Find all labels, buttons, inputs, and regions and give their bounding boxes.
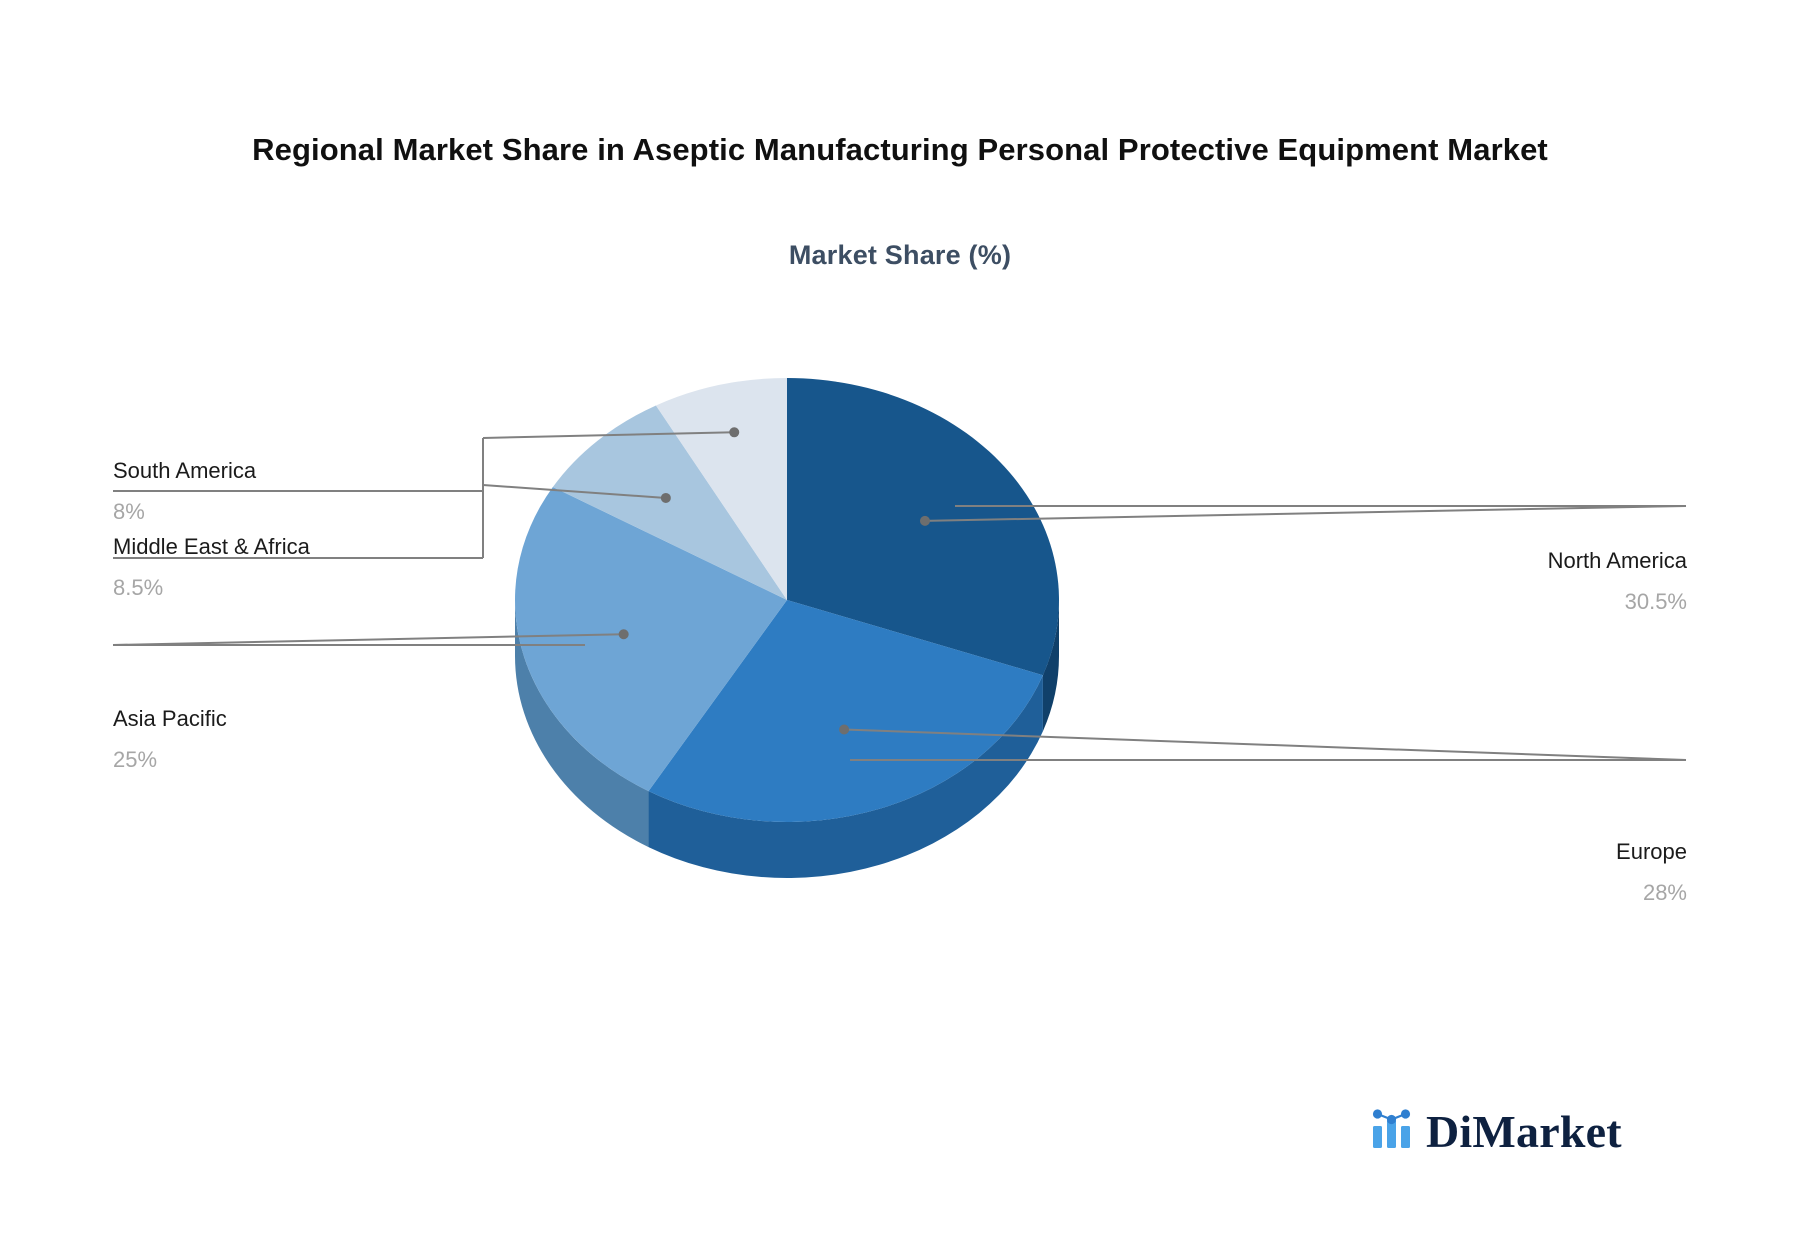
callout-asia-pacific[interactable]: Asia Pacific 25% [113, 705, 227, 773]
pie-slice-side-asia-pacific [515, 600, 649, 848]
bar-chart-icon [1370, 1108, 1414, 1155]
leader-middle-east-africa-dot [660, 492, 671, 503]
callout-north-america-name: North America [1547, 548, 1687, 573]
callout-south-america-value: 8% [113, 498, 145, 524]
logo-text: DiMarket [1426, 1105, 1622, 1157]
callout-middle-east-africa-value: 8.5% [113, 574, 164, 600]
leader-europe-dot [839, 724, 850, 735]
leader-asia-pacific [112, 629, 629, 646]
leader-north-america [919, 505, 1687, 526]
leader-line-segment [482, 484, 666, 499]
callout-south-america[interactable]: South America 8% [113, 457, 256, 525]
leader-south-america-dot [729, 427, 740, 438]
chart-title: Regional Market Share in Aseptic Manufac… [252, 132, 1548, 167]
callout-europe-name: Europe [1616, 839, 1687, 864]
leader-line-segment [112, 633, 624, 646]
callout-europe-value: 28% [1642, 879, 1687, 905]
leader-lines [112, 427, 1687, 761]
callout-asia-pacific-name: Asia Pacific [113, 706, 227, 731]
callout-middle-east-africa-name: Middle East & Africa [113, 534, 310, 559]
callout-middle-east-africa[interactable]: Middle East & Africa 8.5% [113, 533, 310, 601]
callout-south-america-name: South America [113, 458, 257, 483]
pie-slice-asia-pacific[interactable] [515, 486, 787, 792]
pie-3d-side-walls [515, 600, 1059, 879]
pie-slice-north-america[interactable] [787, 378, 1060, 676]
leader-line-segment [924, 505, 1687, 522]
callout-asia-pacific-value: 25% [113, 746, 158, 772]
pie-slice-side-north-america [1042, 600, 1059, 732]
pie-slice-europe[interactable] [648, 600, 1043, 823]
leader-north-america-dot [919, 515, 930, 526]
chart-subtitle: Market Share (%) [788, 240, 1012, 270]
pie-slices [515, 378, 1060, 823]
leader-middle-east-africa [113, 484, 671, 559]
leader-line-segment [844, 728, 1687, 761]
leader-europe [839, 724, 1687, 761]
leader-south-america [113, 427, 740, 492]
leader-asia-pacific-dot [618, 629, 629, 640]
dimarket-logo: DiMarket [1370, 1108, 1622, 1155]
leader-line-segment [482, 431, 735, 439]
callout-north-america-value: 30.5% [1624, 588, 1687, 614]
callout-europe[interactable]: Europe 28% [1616, 838, 1687, 906]
pie-slice-side-europe [648, 675, 1043, 879]
pie-slice-middle-east-africa[interactable] [552, 405, 787, 600]
callout-north-america[interactable]: North America 30.5% [1548, 547, 1687, 615]
